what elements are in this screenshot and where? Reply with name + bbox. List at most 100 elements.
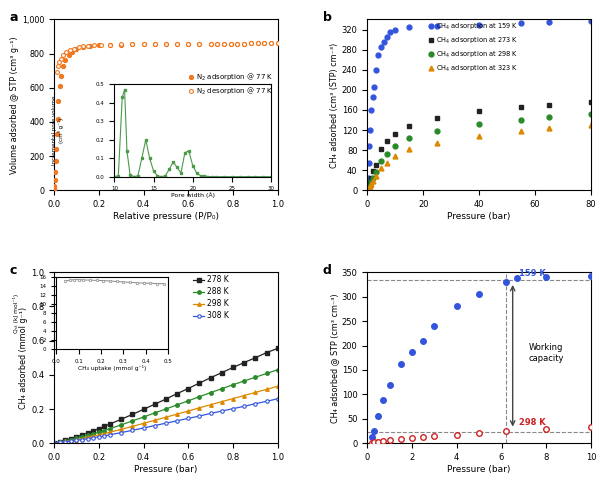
298 K [241, 393, 248, 398]
CH$_4$ adsorption at 273 K [369, 169, 376, 174]
CH$_4$ adsorption at 323 K [545, 125, 553, 131]
CH$_4$ adsorption at 323 K [365, 187, 372, 192]
308 K [106, 432, 113, 438]
278 K [73, 434, 80, 440]
N$_2$ desorption @ 77 K [151, 41, 158, 47]
308 K [89, 435, 97, 441]
Line: CH$_4$ adsorption at 323 K: CH$_4$ adsorption at 323 K [365, 123, 593, 192]
CH$_4$ adsorption at 159 K [372, 67, 379, 73]
CH$_4$ adsorption at 323 K [377, 165, 385, 171]
CH$_4$ adsorption at 323 K [406, 146, 413, 152]
Y-axis label: Volume adsorbed @ STP (cm³ g⁻¹): Volume adsorbed @ STP (cm³ g⁻¹) [10, 36, 19, 174]
Line: CH$_4$ adsorption at 298 K: CH$_4$ adsorption at 298 K [365, 112, 593, 192]
298 K [207, 402, 214, 408]
Legend: 278 K, 288 K, 298 K, 308 K: 278 K, 288 K, 298 K, 308 K [192, 275, 230, 321]
N$_2$ adsorption @ 77 K [62, 57, 69, 63]
CH$_4$ adsorption at 298 K [372, 169, 379, 175]
278 K [62, 437, 69, 443]
CH$_4$ adsorption at 159 K [406, 24, 413, 30]
Text: d: d [323, 264, 331, 277]
298 K [129, 424, 136, 430]
N$_2$ adsorption @ 77 K [234, 41, 241, 47]
CH$_4$ adsorption at 273 K [406, 123, 413, 129]
N$_2$ adsorption @ 77 K [86, 43, 94, 49]
298 K [263, 386, 270, 392]
288 K [79, 434, 86, 440]
N$_2$ adsorption @ 77 K [53, 147, 60, 152]
N$_2$ desorption @ 77 K [59, 53, 67, 58]
N$_2$ adsorption @ 77 K [274, 40, 281, 46]
CH$_4$ adsorption at 159 K [377, 44, 385, 50]
298 K [173, 411, 181, 417]
CH$_4$ adsorption at 273 K [383, 138, 391, 144]
278 K [106, 421, 113, 427]
N$_2$ adsorption @ 77 K [50, 185, 58, 191]
N$_2$ desorption @ 77 K [79, 43, 86, 49]
288 K [62, 438, 69, 444]
N$_2$ desorption @ 77 K [97, 42, 104, 48]
CH$_4$ adsorption at 159 K [476, 21, 483, 27]
CH$_4$ adsorption at 159 K [545, 19, 553, 25]
N$_2$ desorption @ 77 K [57, 56, 64, 62]
CH$_4$ adsorption at 323 K [364, 187, 371, 193]
Line: N$_2$ adsorption @ 77 K: N$_2$ adsorption @ 77 K [52, 41, 280, 191]
N$_2$ desorption @ 77 K [162, 41, 169, 47]
CH$_4$ adsorption at 323 K [517, 128, 524, 134]
Line: N$_2$ desorption @ 77 K: N$_2$ desorption @ 77 K [55, 41, 280, 74]
308 K [274, 396, 281, 402]
278 K [50, 440, 58, 446]
N$_2$ adsorption @ 77 K [268, 40, 275, 46]
CH$_4$ adsorption at 273 K [392, 131, 399, 137]
288 K [101, 428, 108, 433]
N$_2$ adsorption @ 77 K [54, 115, 61, 121]
N$_2$ desorption @ 77 K [66, 47, 73, 53]
278 K [151, 401, 158, 407]
298 K [56, 439, 63, 445]
Text: b: b [323, 11, 331, 24]
N$_2$ adsorption @ 77 K [261, 40, 268, 46]
N$_2$ adsorption @ 77 K [95, 42, 103, 48]
288 K [252, 375, 259, 380]
N$_2$ desorption @ 77 K [220, 41, 227, 47]
CH$_4$ adsorption at 159 K [367, 127, 374, 133]
288 K [50, 440, 58, 446]
Line: CH$_4$ adsorption at 159 K: CH$_4$ adsorption at 159 K [365, 19, 593, 190]
308 K [173, 418, 181, 424]
298 K [101, 431, 108, 436]
CH$_4$ adsorption at 159 K [369, 94, 376, 100]
CH$_4$ adsorption at 159 K [364, 185, 371, 191]
CH$_4$ adsorption at 159 K [371, 84, 378, 90]
CH$_4$ adsorption at 298 K [383, 151, 391, 157]
308 K [241, 403, 248, 409]
298 K [79, 436, 86, 442]
Text: a: a [9, 11, 18, 24]
N$_2$ adsorption @ 77 K [50, 186, 58, 192]
N$_2$ desorption @ 77 K [274, 40, 281, 46]
298 K [118, 427, 125, 432]
Legend: N$_2$ adsorption @ 77 K, N$_2$ desorption @ 77 K: N$_2$ adsorption @ 77 K, N$_2$ desorptio… [187, 71, 274, 98]
CH$_4$ adsorption at 323 K [383, 160, 391, 166]
CH$_4$ adsorption at 159 K [517, 20, 524, 26]
N$_2$ adsorption @ 77 K [52, 158, 59, 164]
N$_2$ desorption @ 77 K [106, 42, 113, 48]
N$_2$ adsorption @ 77 K [55, 98, 62, 104]
278 K [173, 391, 181, 396]
CH$_4$ adsorption at 323 K [368, 181, 375, 187]
308 K [218, 408, 226, 414]
Text: c: c [9, 264, 17, 277]
CH$_4$ adsorption at 298 K [434, 128, 441, 134]
N$_2$ adsorption @ 77 K [68, 49, 76, 55]
298 K [162, 414, 169, 420]
308 K [56, 440, 63, 446]
Legend: CH$_4$ adsorption at 159 K, CH$_4$ adsorption at 273 K, CH$_4$ adsorption at 298: CH$_4$ adsorption at 159 K, CH$_4$ adsor… [427, 21, 519, 74]
N$_2$ adsorption @ 77 K [214, 41, 221, 47]
308 K [79, 437, 86, 443]
308 K [229, 406, 236, 412]
N$_2$ desorption @ 77 K [54, 63, 61, 69]
288 K [162, 406, 169, 412]
288 K [218, 386, 226, 392]
288 K [173, 402, 181, 408]
Text: 159 K: 159 K [520, 269, 546, 278]
CH$_4$ adsorption at 159 K [365, 143, 373, 149]
N$_2$ desorption @ 77 K [173, 41, 181, 47]
